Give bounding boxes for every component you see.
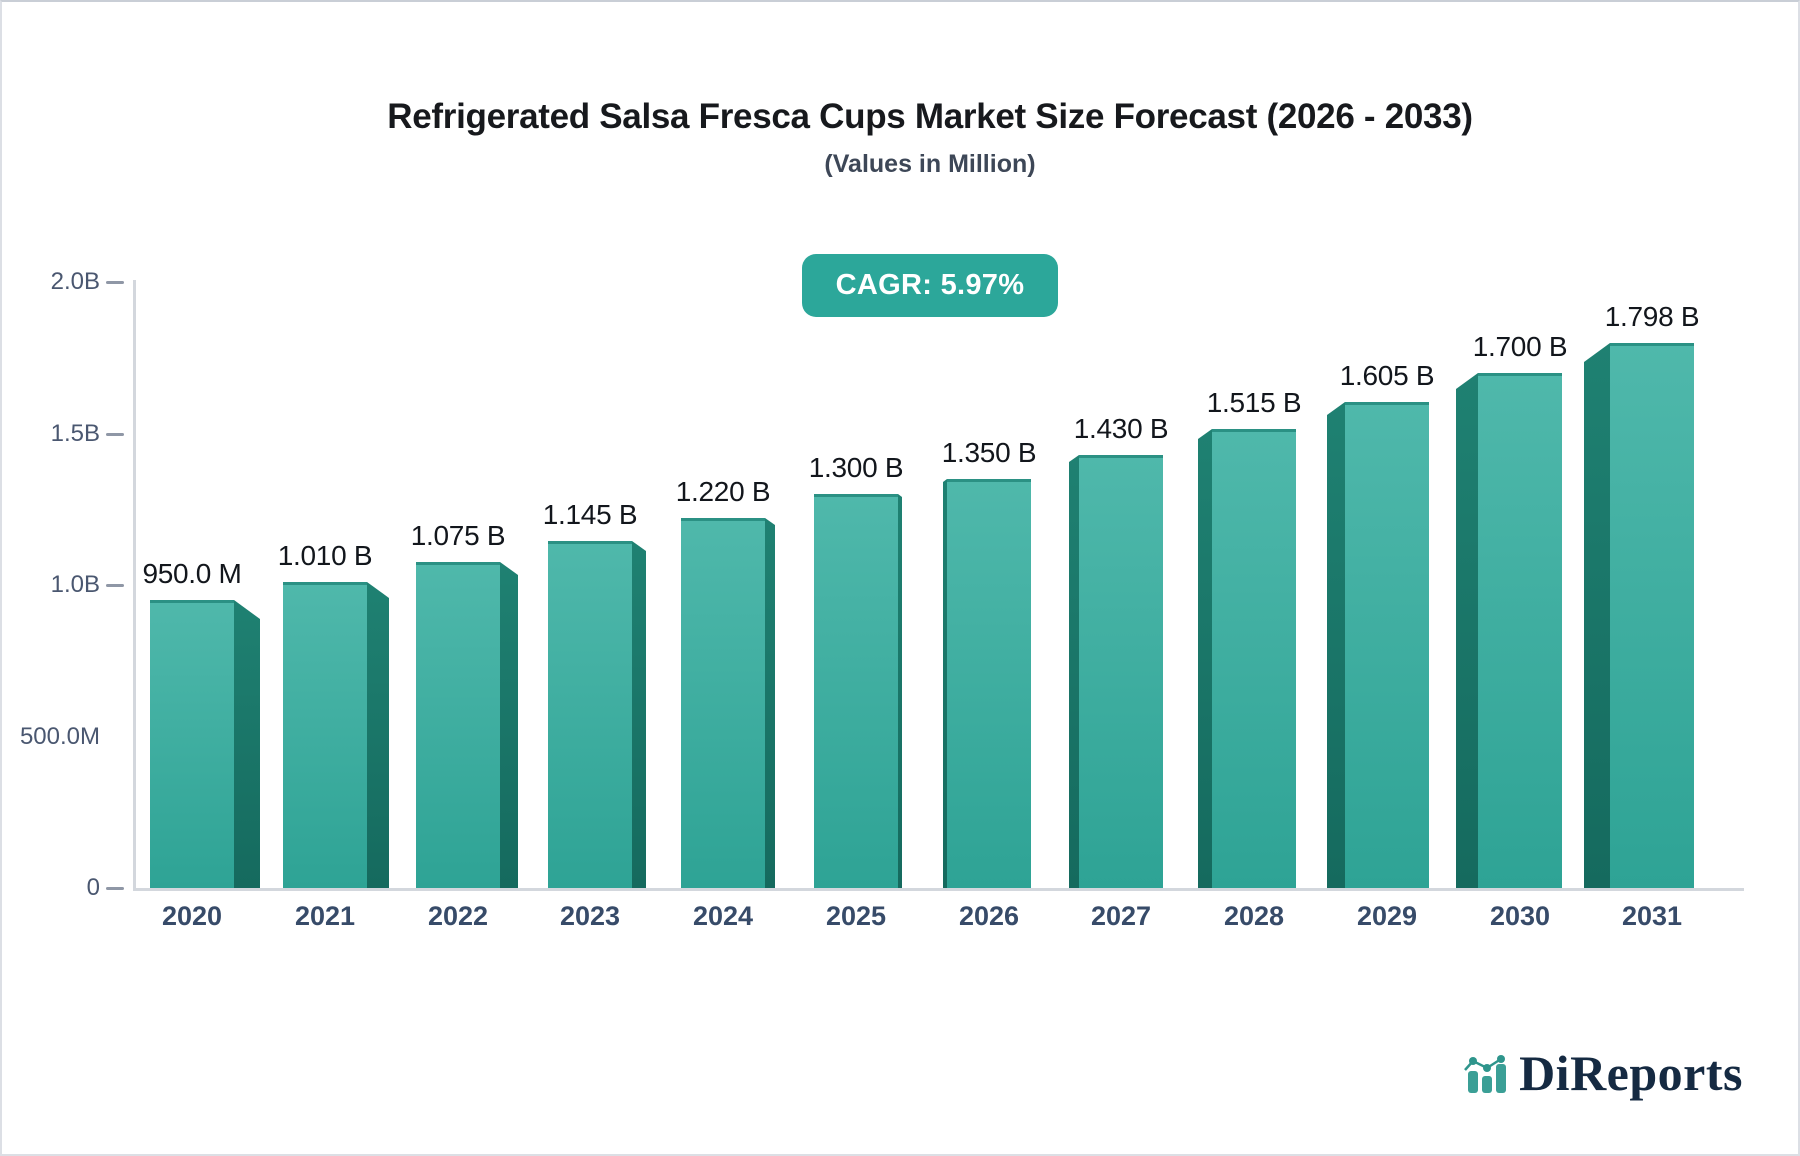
brand-name: DiReports bbox=[1519, 1045, 1743, 1101]
bar-value-label: 950.0 M bbox=[142, 558, 242, 589]
y-tick-dash bbox=[106, 584, 124, 587]
bar-side-face bbox=[943, 479, 947, 888]
x-tick-label: 2031 bbox=[1621, 901, 1683, 931]
cagr-badge: CAGR: 5.97% bbox=[62, 254, 1798, 317]
x-tick-label: 2022 bbox=[427, 901, 489, 931]
bar-value-label: 1.798 B bbox=[1604, 301, 1700, 332]
y-tick-label: 2.0B bbox=[50, 268, 100, 295]
bar-side-face bbox=[1069, 455, 1079, 888]
x-tick-label: 2028 bbox=[1223, 901, 1285, 931]
bar-value-label: 1.010 B bbox=[277, 540, 373, 571]
bar-value-label: 1.700 B bbox=[1472, 331, 1568, 362]
y-tick-dash bbox=[106, 281, 124, 284]
y-tick-dash bbox=[106, 887, 124, 890]
bar bbox=[548, 541, 632, 888]
cagr-badge-label: CAGR: 5.97% bbox=[801, 254, 1059, 317]
bar-side-face bbox=[632, 541, 646, 888]
brand-logo: DiReports bbox=[1462, 1048, 1743, 1098]
bar bbox=[947, 479, 1031, 888]
x-tick-label: 2020 bbox=[161, 901, 223, 931]
chart-title: Refrigerated Salsa Fresca Cups Market Si… bbox=[387, 97, 1473, 136]
bar bbox=[814, 494, 898, 888]
x-axis-line bbox=[133, 888, 1744, 891]
y-tick-label: 1.0B bbox=[50, 571, 100, 598]
chart-subtitle: (Values in Million) bbox=[824, 150, 1036, 178]
y-tick-label: 0 bbox=[86, 874, 100, 901]
x-tick-label: 2023 bbox=[559, 901, 621, 931]
bar-value-label: 1.605 B bbox=[1339, 360, 1435, 391]
bar-side-face bbox=[765, 518, 775, 888]
bar-value-label: 1.350 B bbox=[941, 437, 1037, 468]
bar bbox=[1478, 373, 1562, 888]
bar bbox=[283, 582, 367, 888]
y-tick-label: 1.5B bbox=[50, 419, 100, 447]
y-tick-dash bbox=[106, 432, 124, 436]
bar-side-face bbox=[898, 494, 902, 888]
x-tick-label: 2029 bbox=[1356, 901, 1418, 931]
bar-side-face bbox=[1584, 343, 1610, 888]
bar-side-face bbox=[367, 582, 389, 888]
bar-value-label: 1.300 B bbox=[808, 452, 904, 483]
bar-side-face bbox=[234, 600, 260, 888]
bar-side-face bbox=[500, 562, 518, 888]
bar-side-face bbox=[1327, 402, 1345, 888]
y-tick-label: 500.0M bbox=[19, 722, 100, 750]
bar bbox=[1079, 455, 1163, 888]
bar-value-label: 1.220 B bbox=[675, 476, 771, 507]
x-tick-label: 2024 bbox=[692, 901, 754, 931]
bar-value-label: 1.075 B bbox=[410, 520, 506, 551]
bar bbox=[416, 562, 500, 888]
x-tick-label: 2021 bbox=[294, 901, 356, 931]
x-tick-label: 2026 bbox=[958, 901, 1020, 931]
bar-side-face bbox=[1198, 429, 1212, 888]
x-tick-label: 2027 bbox=[1090, 901, 1152, 931]
x-tick-label: 2025 bbox=[825, 901, 887, 931]
bar-value-label: 1.430 B bbox=[1073, 413, 1169, 444]
bar-value-label: 1.145 B bbox=[542, 499, 638, 530]
bar bbox=[150, 600, 234, 888]
bar-side-face bbox=[1456, 373, 1478, 888]
bar bbox=[681, 518, 765, 888]
direports-logo-icon bbox=[1464, 1055, 1507, 1093]
bar bbox=[1345, 402, 1429, 888]
bar bbox=[1610, 343, 1694, 888]
y-axis-line bbox=[133, 280, 136, 891]
x-tick-label: 2030 bbox=[1489, 901, 1551, 931]
bar-value-label: 1.515 B bbox=[1206, 387, 1302, 418]
bar bbox=[1212, 429, 1296, 888]
